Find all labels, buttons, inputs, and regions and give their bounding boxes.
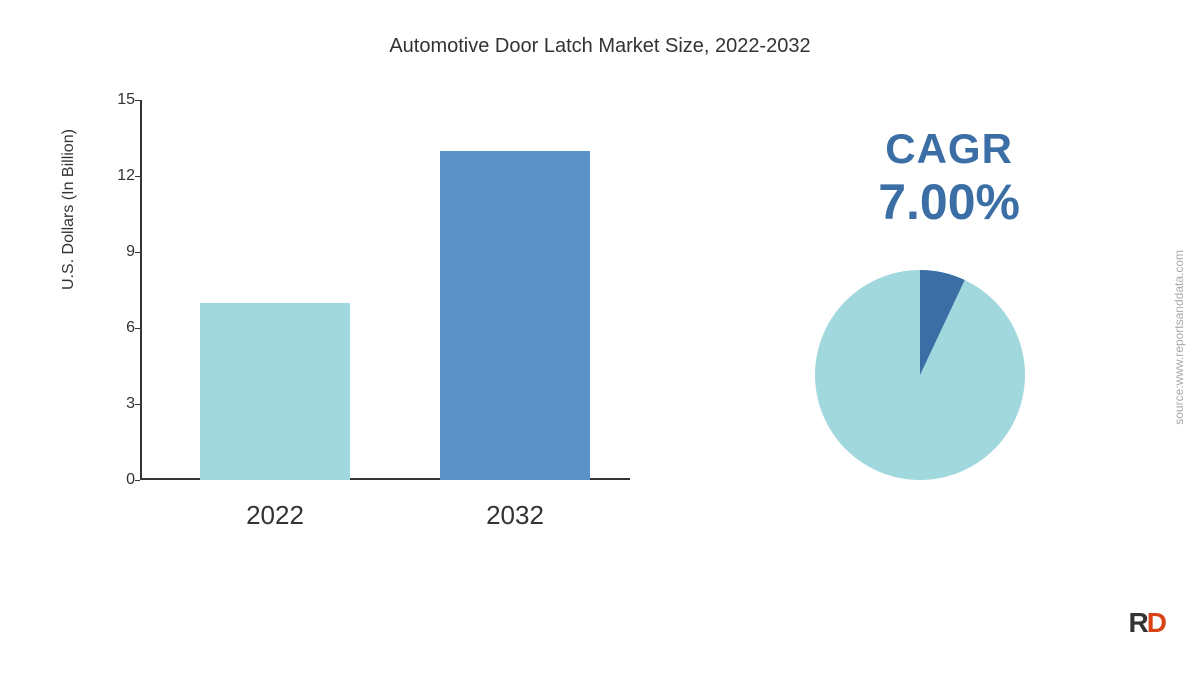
bar-2032 <box>440 151 590 480</box>
y-tick-label: 0 <box>105 471 135 489</box>
logo-r: R <box>1129 607 1147 638</box>
y-axis-label: U.S. Dollars (In Billion) <box>60 129 78 290</box>
y-tick-label: 12 <box>105 167 135 185</box>
y-tick-mark <box>135 404 140 405</box>
y-tick-mark <box>135 328 140 329</box>
y-axis-line <box>140 100 142 480</box>
logo-d: D <box>1147 607 1165 638</box>
x-label-2032: 2032 <box>440 500 590 531</box>
y-tick-mark <box>135 100 140 101</box>
cagr-value: 7.00% <box>878 173 1020 231</box>
y-tick-label: 15 <box>105 91 135 109</box>
pie-chart-container <box>815 270 1025 485</box>
y-tick-label: 9 <box>105 243 135 261</box>
cagr-text-block: CAGR 7.00% <box>878 125 1020 231</box>
chart-title: Automotive Door Latch Market Size, 2022-… <box>389 35 810 58</box>
y-tick-mark <box>135 176 140 177</box>
y-tick-mark <box>135 480 140 481</box>
bar-chart-area: 03691215 <box>140 100 630 480</box>
y-tick-label: 3 <box>105 395 135 413</box>
y-tick-mark <box>135 252 140 253</box>
cagr-label: CAGR <box>878 125 1020 173</box>
y-tick-label: 6 <box>105 319 135 337</box>
brand-logo: RD <box>1129 607 1165 639</box>
x-label-2022: 2022 <box>200 500 350 531</box>
source-attribution: source:www.reportsanddata.com <box>1172 250 1186 425</box>
bar-2022 <box>200 303 350 480</box>
pie-chart <box>815 270 1025 480</box>
